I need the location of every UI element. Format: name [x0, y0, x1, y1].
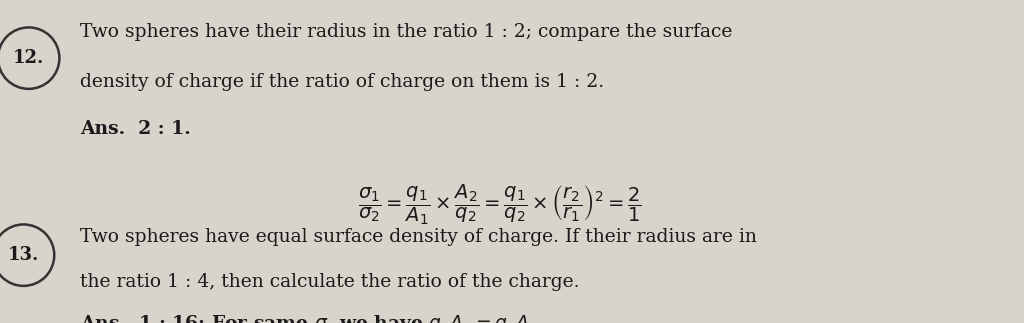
Text: the ratio 1 : 4, then calculate the ratio of the charge.: the ratio 1 : 4, then calculate the rati…	[80, 273, 580, 291]
Text: Two spheres have their radius in the ratio 1 : 2; compare the surface: Two spheres have their radius in the rat…	[80, 23, 732, 41]
Text: Ans.  1 : 16; For same $\sigma$, we have $q_1 A_2 = q_2 A_1$.: Ans. 1 : 16; For same $\sigma$, we have …	[80, 313, 544, 323]
Text: Ans.  2 : 1.: Ans. 2 : 1.	[80, 120, 190, 138]
Text: 12.: 12.	[13, 49, 44, 67]
Text: 13.: 13.	[8, 246, 39, 264]
Text: $\dfrac{\sigma_1}{\sigma_2} = \dfrac{q_1}{A_1} \times \dfrac{A_2}{q_2} = \dfrac{: $\dfrac{\sigma_1}{\sigma_2} = \dfrac{q_1…	[358, 182, 642, 227]
Text: Two spheres have equal surface density of charge. If their radius are in: Two spheres have equal surface density o…	[80, 228, 757, 246]
Text: density of charge if the ratio of charge on them is 1 : 2.: density of charge if the ratio of charge…	[80, 73, 604, 91]
